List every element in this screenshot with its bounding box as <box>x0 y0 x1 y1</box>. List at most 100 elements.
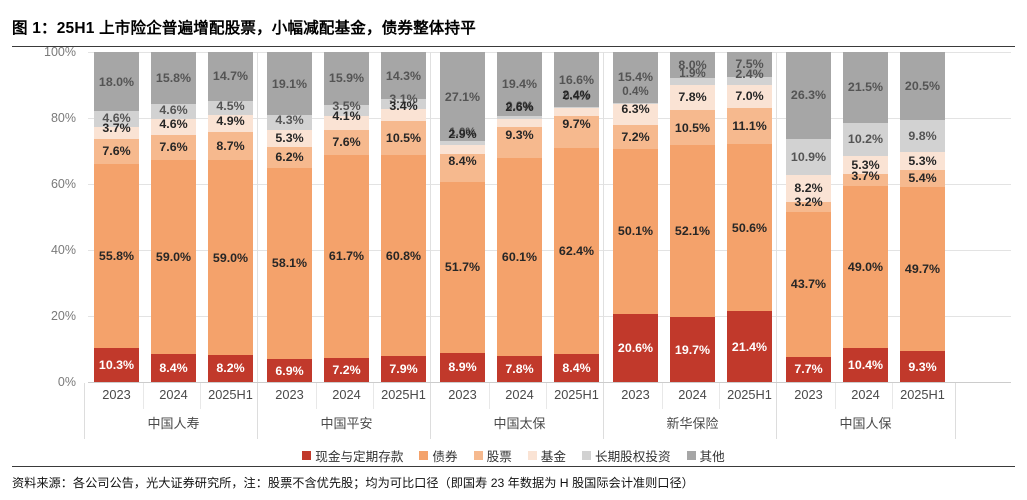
legend-item[interactable]: 现金与定期存款 <box>302 446 403 465</box>
bar-segment[interactable]: 18.0% <box>94 52 139 112</box>
bar-segment[interactable]: 10.2% <box>843 122 888 157</box>
legend-item[interactable]: 基金 <box>527 446 566 465</box>
stacked-bar[interactable]: 20.5% 9.8% 5.3% 5.4% 49.7% 9.3% <box>900 52 945 382</box>
bar-segment[interactable]: 9.3% <box>900 351 945 382</box>
bar-segment[interactable]: 7.8% <box>497 356 542 382</box>
bar-segment[interactable]: 2.9% <box>440 128 485 155</box>
bar-segment[interactable]: 21.5% <box>843 51 888 123</box>
bar-segment[interactable]: 20.5% <box>900 52 945 120</box>
bar-segment[interactable]: 4.1% <box>324 110 369 130</box>
bar-segment[interactable]: 3.7% <box>94 121 139 139</box>
bar-segment[interactable]: 8.2% <box>786 174 831 202</box>
bar-segment[interactable]: 5.3% <box>900 152 945 170</box>
bar-segment[interactable]: 14.7% <box>208 52 253 101</box>
bar-segment[interactable]: 8.4% <box>440 154 485 183</box>
bar-segment[interactable]: 4.6% <box>151 104 196 120</box>
bar-segment[interactable]: 15.4% <box>613 52 658 103</box>
bar-segment[interactable]: 19.4% <box>497 52 542 117</box>
bar-segment[interactable]: 27.1% <box>440 52 485 142</box>
stacked-bar[interactable]: 15.9% 3.5% 4.1% 7.6% 61.7% 7.2% <box>324 52 369 382</box>
bar-segment[interactable]: 6.3% <box>613 102 658 125</box>
bar-segment[interactable]: 7.6% <box>94 138 139 164</box>
bar-segment[interactable]: 15.9% <box>324 52 369 105</box>
stacked-bar[interactable]: 14.3% 3.1% 3.4% 10.5% 60.8% 7.9% <box>381 52 426 382</box>
bar-segment[interactable]: 5.3% <box>843 156 888 174</box>
bar-segment[interactable]: 11.1% <box>727 107 772 145</box>
bar-segment[interactable]: 60.8% <box>381 155 426 356</box>
bar-segment[interactable]: 7.2% <box>613 124 658 149</box>
bar-segment[interactable]: 3.4% <box>381 99 426 121</box>
bar-segment[interactable]: 3.5% <box>324 100 369 117</box>
bar-segment[interactable]: 19.1% <box>267 52 312 116</box>
bar-segment[interactable]: 7.6% <box>324 129 369 155</box>
bar-segment[interactable]: 4.5% <box>208 100 253 116</box>
bar-segment[interactable]: 62.4% <box>554 148 599 355</box>
bar-segment[interactable]: 4.3% <box>267 114 312 130</box>
legend-item[interactable]: 长期股权投资 <box>581 446 671 465</box>
bar-segment[interactable]: 2.4% <box>727 68 772 85</box>
stacked-bar[interactable]: 8.0% 1.9% 7.8% 10.5% 52.1% 19.7% <box>670 52 715 382</box>
bar-segment[interactable]: 7.2% <box>324 358 369 382</box>
bar-segment[interactable]: 58.1% <box>267 167 312 360</box>
bar-segment[interactable]: 10.4% <box>843 347 888 382</box>
bar-segment[interactable]: 21.4% <box>727 311 772 382</box>
legend-item[interactable]: 股票 <box>473 446 512 465</box>
legend-item[interactable]: 债券 <box>419 446 458 465</box>
bar-segment[interactable]: 50.1% <box>613 148 658 315</box>
bar-segment[interactable]: 10.9% <box>786 138 831 175</box>
bar-segment[interactable]: 7.7% <box>786 356 831 382</box>
bar-segment[interactable]: 6.2% <box>267 147 312 168</box>
stacked-bar[interactable]: 18.0% 4.6% 3.7% 7.6% 55.8% 10.3% <box>94 52 139 382</box>
bar-segment[interactable]: 9.3% <box>497 127 542 158</box>
stacked-bar[interactable]: 15.8% 4.6% 4.6% 7.6% 59.0% 8.4% <box>151 52 196 382</box>
bar-segment[interactable]: 10.5% <box>670 110 715 146</box>
bar-segment[interactable]: 61.7% <box>324 154 369 359</box>
bar-segment[interactable]: 51.7% <box>440 182 485 353</box>
bar-segment[interactable]: 7.8% <box>670 84 715 111</box>
bar-segment[interactable]: 5.4% <box>900 169 945 188</box>
bar-segment[interactable]: 4.9% <box>208 115 253 132</box>
bar-segment[interactable]: 6.9% <box>267 359 312 382</box>
bar-segment[interactable]: 3.2% <box>786 196 831 213</box>
bar-segment[interactable]: 60.1% <box>497 157 542 357</box>
bar-segment[interactable]: 8.4% <box>151 354 196 382</box>
bar-segment[interactable]: 26.3% <box>786 52 831 139</box>
bar-segment[interactable]: 4.6% <box>94 111 139 127</box>
bar-segment[interactable]: 3.1% <box>381 93 426 110</box>
bar-segment[interactable]: 14.3% <box>381 52 426 100</box>
stacked-bar[interactable]: 19.1% 4.3% 5.3% 6.2% 58.1% 6.9% <box>267 52 312 382</box>
stacked-bar[interactable]: 27.1% 1.0% 2.9% 8.4% 51.7% 8.9% <box>440 52 485 382</box>
bar-segment[interactable]: 10.5% <box>381 120 426 156</box>
bar-segment[interactable]: 49.0% <box>843 186 888 348</box>
stacked-bar[interactable]: 7.5% 2.4% 7.0% 11.1% 50.6% 21.4% <box>727 52 772 382</box>
stacked-bar[interactable]: 26.3% 10.9% 8.2% 3.2% 43.7% 7.7% <box>786 52 831 382</box>
bar-segment[interactable]: 52.1% <box>670 145 715 317</box>
bar-segment[interactable]: 59.0% <box>208 160 253 355</box>
stacked-bar[interactable]: 16.6% 0.4% 2.4% 9.7% 62.4% 8.4% <box>554 52 599 382</box>
bar-segment[interactable]: 8.4% <box>554 354 599 382</box>
bar-segment[interactable]: 4.6% <box>151 118 196 135</box>
stacked-bar[interactable]: 19.4% 0.8% 2.6% 9.3% 60.1% 7.8% <box>497 52 542 382</box>
legend-item[interactable]: 其他 <box>686 446 725 465</box>
bar-segment[interactable]: 8.2% <box>208 354 253 382</box>
bar-segment[interactable]: 8.0% <box>670 52 715 79</box>
stacked-bar[interactable]: 15.4% 0.4% 6.3% 7.2% 50.1% 20.6% <box>613 52 658 382</box>
bar-segment[interactable]: 8.9% <box>440 352 485 382</box>
bar-segment[interactable]: 19.7% <box>670 317 715 382</box>
bar-segment[interactable]: 50.6% <box>727 144 772 312</box>
bar-segment[interactable]: 10.3% <box>94 348 139 382</box>
bar-segment[interactable]: 7.6% <box>151 134 196 160</box>
bar-segment[interactable]: 9.8% <box>900 119 945 153</box>
bar-segment[interactable]: 59.0% <box>151 159 196 355</box>
bar-segment[interactable]: 5.3% <box>267 129 312 148</box>
bar-segment[interactable]: 20.6% <box>613 314 658 382</box>
bar-segment[interactable]: 7.9% <box>381 355 426 382</box>
bar-segment[interactable]: 3.7% <box>843 170 888 186</box>
stacked-bar[interactable]: 21.5% 10.2% 5.3% 3.7% 49.0% 10.4% <box>843 51 888 382</box>
bar-segment[interactable]: 2.6% <box>497 100 542 128</box>
bar-segment[interactable]: 9.7% <box>554 116 599 149</box>
bar-segment[interactable]: 43.7% <box>786 212 831 357</box>
bar-segment[interactable]: 15.8% <box>151 52 196 105</box>
bar-segment[interactable]: 7.0% <box>727 84 772 108</box>
bar-segment[interactable]: 16.6% <box>554 52 599 108</box>
